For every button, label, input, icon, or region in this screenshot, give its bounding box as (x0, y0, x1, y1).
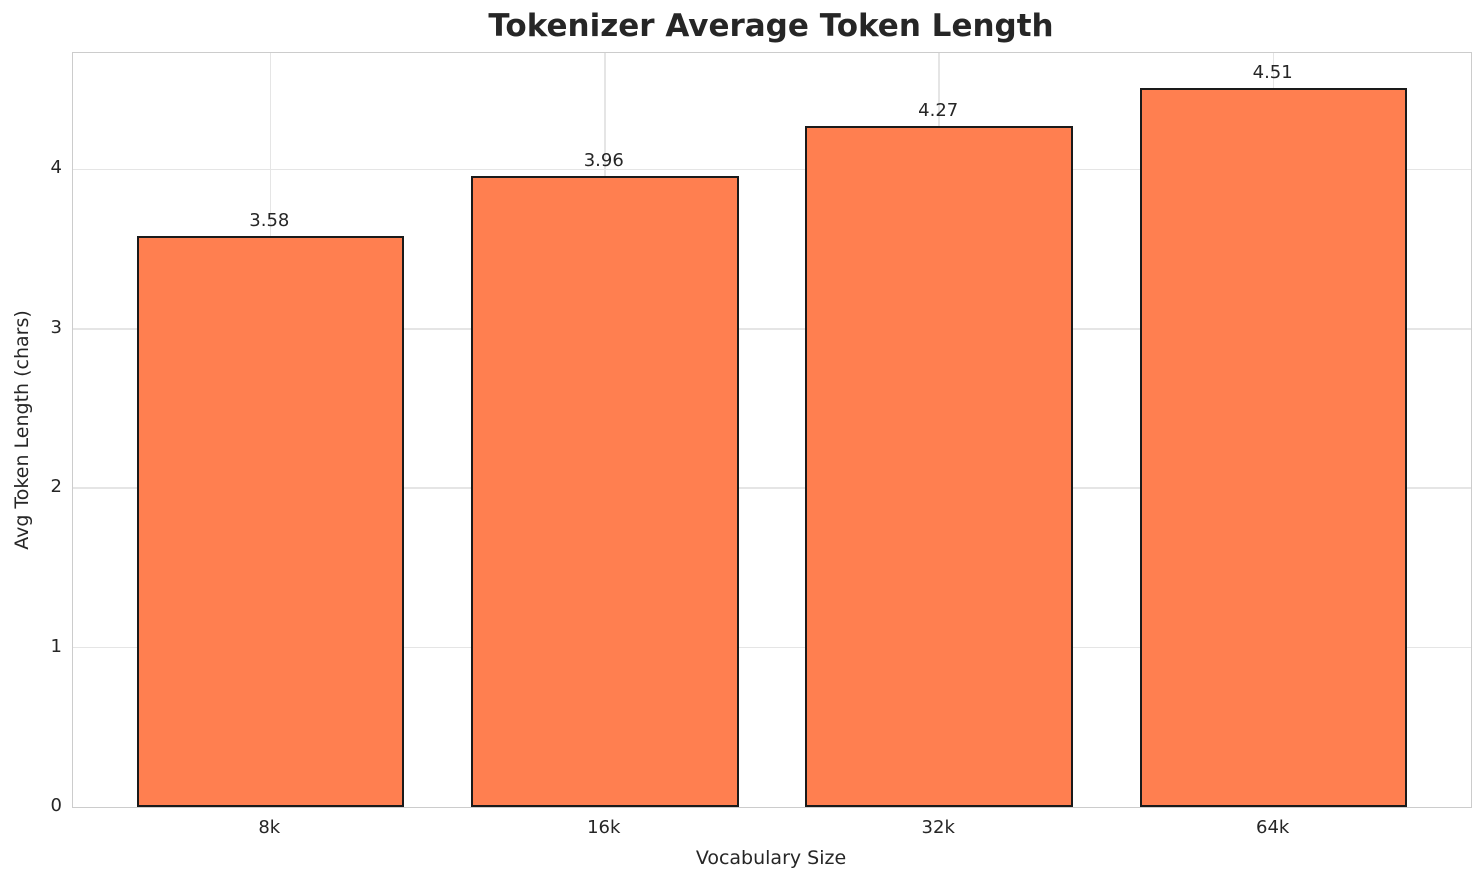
y-tick-label: 0 (50, 795, 62, 816)
x-axis-label: Vocabulary Size (695, 847, 847, 869)
y-tick-label: 2 (50, 476, 62, 498)
bar-value-label: 4.27 (918, 100, 959, 122)
x-tick-label: 64k (1256, 817, 1290, 838)
gridline-horizontal (73, 646, 1471, 649)
x-tick-label: 16k (587, 817, 621, 838)
bar-value-label: 3.58 (249, 210, 290, 232)
bar (136, 236, 405, 807)
y-tick-label: 4 (50, 157, 62, 179)
x-tick-label: 32k (921, 817, 955, 838)
y-tick-label: 1 (50, 635, 62, 657)
bar (470, 175, 739, 807)
bar-value-label: 3.96 (583, 149, 624, 171)
gridline-horizontal (73, 487, 1471, 489)
bar (1139, 88, 1408, 807)
plot-area (72, 52, 1472, 808)
bar-value-label: 4.51 (1252, 62, 1293, 84)
y-tick-label: 3 (50, 316, 62, 338)
gridline-horizontal (73, 168, 1471, 171)
x-tick-label: 8k (258, 817, 281, 838)
bar (805, 126, 1073, 807)
gridline-horizontal (73, 328, 1471, 330)
chart-title: Tokenizer Average Token Length (488, 8, 1054, 44)
